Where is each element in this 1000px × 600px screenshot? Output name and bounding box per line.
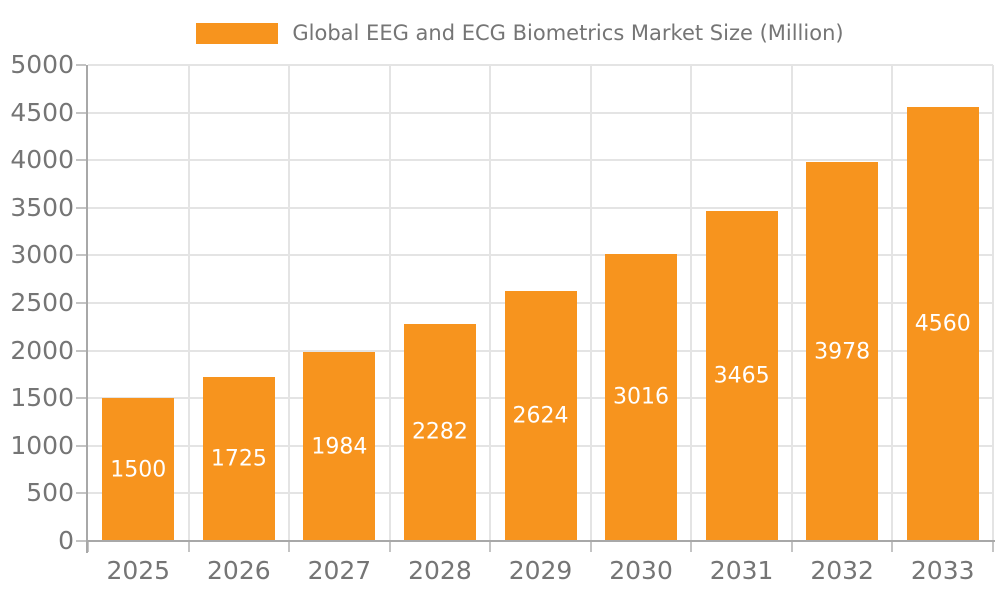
x-axis-label: 2030 [609,556,673,585]
y-axis-label: 2500 [10,288,74,317]
x-axis-label: 2028 [408,556,472,585]
x-axis-tick [87,542,89,552]
x-axis-label: 2026 [207,556,271,585]
gridline-vertical [891,65,894,541]
x-axis-line [86,540,995,542]
bar-2027[interactable]: 1984 [303,352,376,541]
bar-value-label: 1725 [210,446,267,472]
gridline-vertical [790,65,793,541]
y-axis-label: 1000 [10,430,74,460]
gridline-vertical [288,65,291,541]
legend-swatch-icon [196,22,279,44]
plot-area: 1500 1725 1984 2282 2624 3016 3465 3978 4560 [88,64,994,541]
gridline-vertical [489,65,492,541]
gridline-vertical [992,65,994,541]
y-axis-tick [76,397,86,400]
x-axis-tick [489,542,492,552]
y-axis-label: 4000 [10,145,74,175]
bar-value-label: 1500 [110,457,167,483]
y-axis-tick [76,159,86,162]
bar-value-label: 2624 [512,403,569,429]
gridline-horizontal [88,206,993,209]
gridline-horizontal [88,159,993,162]
gridline-vertical [690,65,693,541]
y-axis-label: 3000 [10,240,74,270]
bar-2028[interactable]: 2282 [403,323,476,541]
gridline-vertical [187,65,190,541]
bar-value-label: 4560 [914,311,971,337]
x-axis-tick [690,542,693,552]
y-axis-label: 3500 [10,192,74,222]
bar-2026[interactable]: 1725 [202,376,275,541]
x-axis-label: 2031 [709,556,774,585]
y-axis-line [86,65,88,553]
y-axis-tick [76,254,86,257]
x-axis-tick [790,542,793,552]
gridline-horizontal [88,111,993,114]
bar-2033[interactable]: 4560 [906,106,979,541]
y-axis-label: 500 [26,478,74,508]
bar-value-label: 1984 [311,434,368,460]
y-axis-tick [76,64,86,66]
y-axis-tick [76,349,86,352]
bar-value-label: 3978 [814,339,871,365]
y-axis-tick [76,540,86,542]
x-axis-label: 2027 [307,556,372,585]
gridline-vertical [388,65,391,541]
bar-2030[interactable]: 3016 [605,253,678,541]
bar-2031[interactable]: 3465 [705,211,778,541]
y-axis-tick [76,492,86,495]
bar-2029[interactable]: 2624 [504,291,577,541]
x-axis-label: 2025 [106,556,171,585]
chart-title: Global EEG and ECG Biometrics Market Siz… [292,21,844,45]
bar-value-label: 3465 [713,363,770,389]
y-axis-label: 5000 [10,50,74,79]
gridline-horizontal [88,64,993,66]
y-axis-tick [76,111,86,114]
x-axis-tick [589,542,592,552]
chart-legend[interactable]: Global EEG and ECG Biometrics Market Siz… [20,21,1000,45]
bar-2032[interactable]: 3978 [806,162,879,541]
x-axis-tick [388,542,391,552]
gridline-vertical [589,65,592,541]
y-axis-label: 0 [58,526,74,555]
x-axis-label: 2033 [910,556,975,585]
y-axis-label: 4500 [10,97,74,127]
y-axis-label: 1500 [10,383,74,413]
y-axis-tick [76,444,86,447]
x-axis-tick [891,542,894,552]
x-axis-tick [187,542,190,552]
x-axis-label: 2029 [508,556,573,585]
gridline-horizontal [88,254,993,257]
y-axis-tick [76,302,86,304]
x-axis-tick [288,542,291,552]
x-axis-label: 2032 [810,556,874,585]
bar-2025[interactable]: 1500 [102,398,175,541]
y-axis-label: 2000 [10,335,74,365]
bar-value-label: 2282 [411,419,468,445]
y-axis-tick [76,206,86,209]
x-axis-tick [992,542,994,552]
bar-value-label: 3016 [613,384,670,410]
